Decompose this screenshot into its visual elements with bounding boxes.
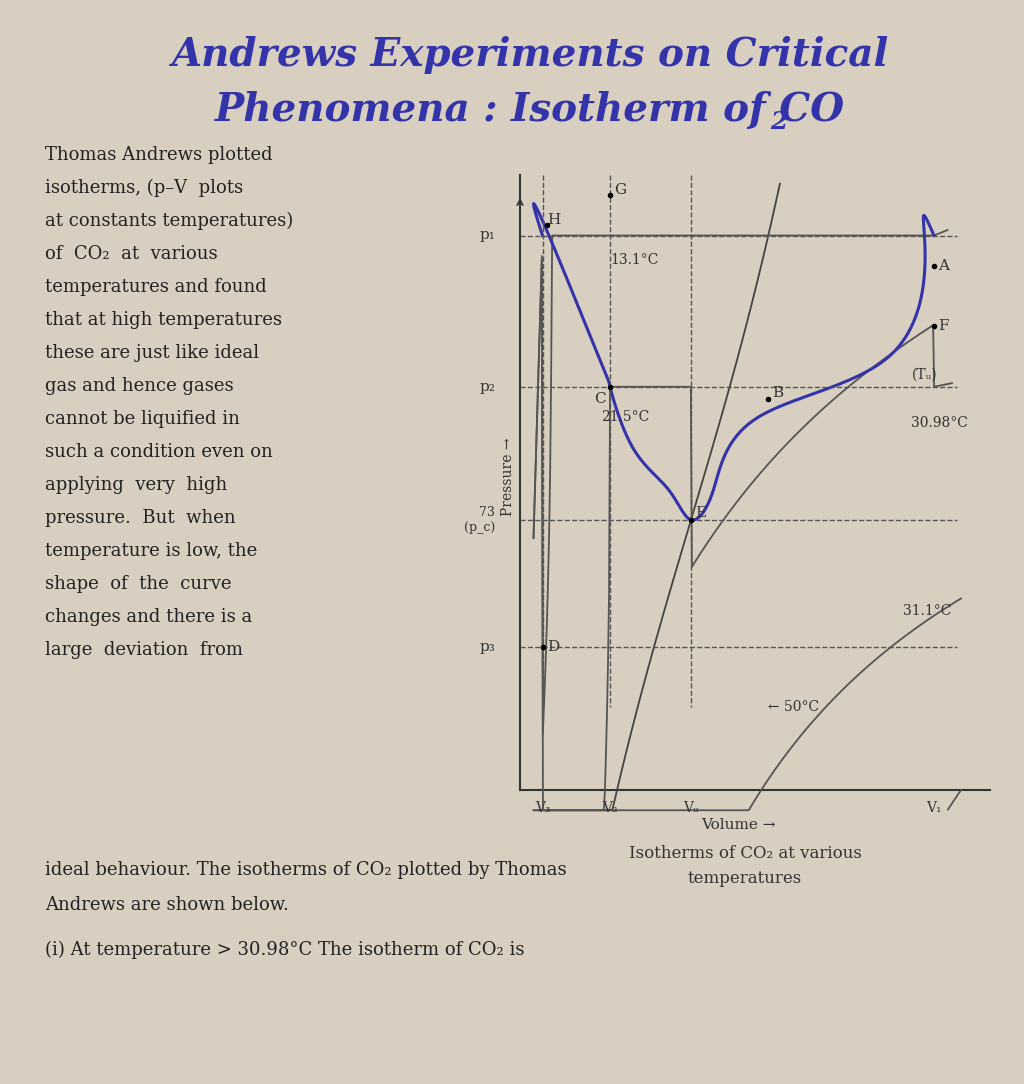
- Text: A: A: [939, 259, 949, 273]
- Text: Andrews Experiments on Critical: Andrews Experiments on Critical: [171, 36, 889, 74]
- Text: 13.1°C: 13.1°C: [610, 253, 658, 267]
- Text: Isotherms of CO₂ at various
temperatures: Isotherms of CO₂ at various temperatures: [629, 846, 861, 887]
- Text: 21.5°C: 21.5°C: [601, 410, 649, 424]
- Text: temperatures and found: temperatures and found: [45, 278, 266, 296]
- Text: (Tᵤ): (Tᵤ): [911, 367, 937, 382]
- Text: V₂: V₂: [602, 801, 617, 815]
- Text: p₂: p₂: [479, 379, 495, 393]
- Text: temperature is low, the: temperature is low, the: [45, 542, 257, 560]
- Text: D: D: [547, 640, 559, 654]
- Text: Phenomena : Isotherm of CO: Phenomena : Isotherm of CO: [215, 91, 845, 129]
- Text: ← 50°C: ← 50°C: [768, 700, 818, 714]
- Text: Thomas Andrews plotted: Thomas Andrews plotted: [45, 146, 272, 164]
- Text: B: B: [772, 386, 783, 400]
- Text: 2: 2: [770, 109, 787, 134]
- Text: isotherms, (p–V  plots: isotherms, (p–V plots: [45, 179, 243, 197]
- Text: G: G: [614, 183, 627, 197]
- Text: ideal behaviour. The isotherms of CO₂ plotted by Thomas: ideal behaviour. The isotherms of CO₂ pl…: [45, 861, 566, 879]
- Text: V₁: V₁: [927, 801, 942, 815]
- Text: p₃: p₃: [479, 640, 495, 654]
- Text: that at high temperatures: that at high temperatures: [45, 311, 282, 330]
- Text: Andrews are shown below.: Andrews are shown below.: [45, 896, 289, 914]
- Text: p₁: p₁: [479, 229, 495, 243]
- Text: Pressure →: Pressure →: [501, 438, 515, 516]
- Text: cannot be liquified in: cannot be liquified in: [45, 410, 240, 428]
- Text: E: E: [695, 506, 707, 520]
- Text: at constants temperatures): at constants temperatures): [45, 211, 293, 230]
- Text: 73
(p_c): 73 (p_c): [464, 506, 495, 533]
- Text: large  deviation  from: large deviation from: [45, 641, 243, 659]
- Text: changes and there is a: changes and there is a: [45, 608, 252, 625]
- Text: H: H: [547, 212, 560, 227]
- Text: Volume →: Volume →: [701, 818, 775, 833]
- Text: 31.1°C: 31.1°C: [902, 604, 951, 618]
- Text: pressure.  But  when: pressure. But when: [45, 509, 236, 527]
- Text: F: F: [939, 320, 949, 333]
- Text: of  CO₂  at  various: of CO₂ at various: [45, 245, 218, 263]
- Text: these are just like ideal: these are just like ideal: [45, 344, 259, 362]
- Text: 30.98°C: 30.98°C: [911, 416, 969, 430]
- Text: such a condition even on: such a condition even on: [45, 443, 272, 461]
- Text: gas and hence gases: gas and hence gases: [45, 377, 233, 395]
- Text: V₃: V₃: [535, 801, 550, 815]
- Text: C: C: [594, 391, 605, 405]
- Text: shape  of  the  curve: shape of the curve: [45, 575, 231, 593]
- Text: applying  very  high: applying very high: [45, 476, 227, 494]
- Text: Vᵤ: Vᵤ: [683, 801, 698, 815]
- Text: (i) At temperature > 30.98°C The isotherm of CO₂ is: (i) At temperature > 30.98°C The isother…: [45, 941, 524, 959]
